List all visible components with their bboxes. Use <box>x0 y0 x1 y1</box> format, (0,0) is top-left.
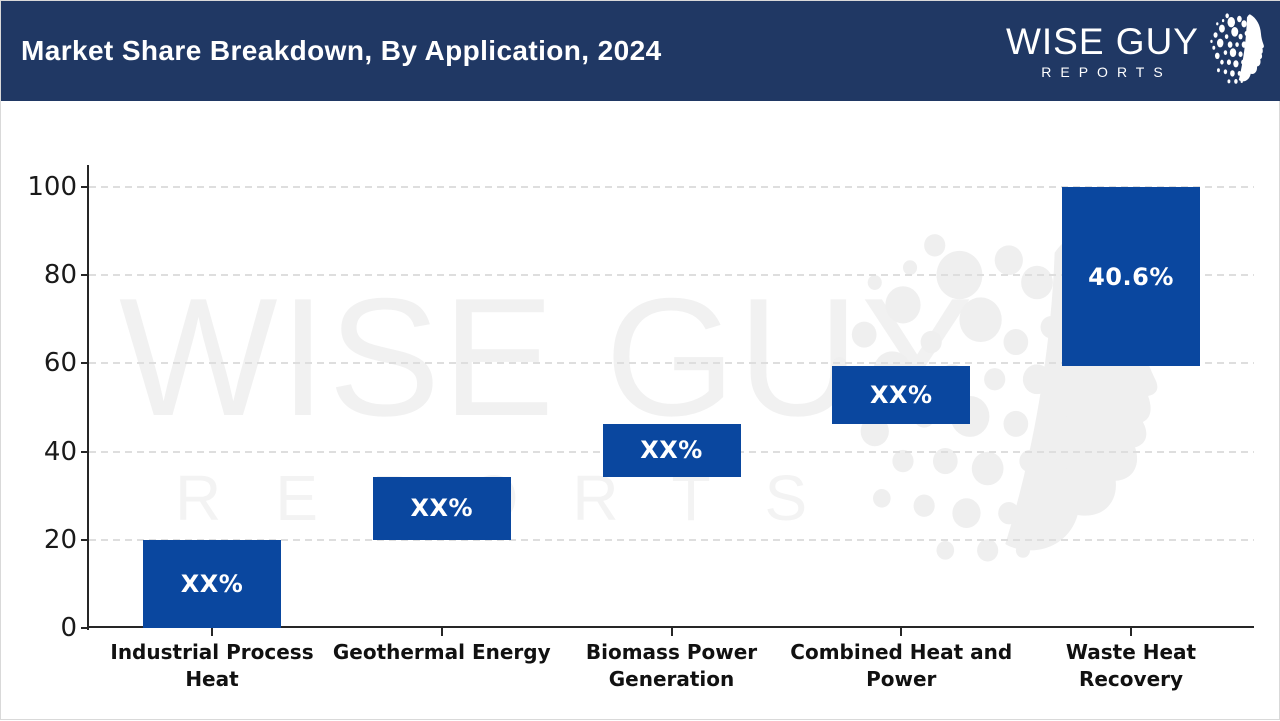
bar-biomass-power-generation: XX% <box>602 423 741 478</box>
bar-value-label: XX% <box>869 380 933 409</box>
y-tick-label: 100 <box>27 172 77 202</box>
gridline-100 <box>89 186 1254 188</box>
watermark-wordmark-line1: WISE GUY <box>119 263 976 451</box>
bar-waste-heat-recovery: 40.6% <box>1062 187 1200 367</box>
x-tick-mark <box>670 628 673 636</box>
y-tick-label: 60 <box>43 348 77 379</box>
wise-guy-logo: WISE GUY REPORTS <box>1006 11 1265 91</box>
x-tick-mark <box>440 628 443 636</box>
x-axis-label: Biomass Power Generation <box>585 640 758 691</box>
bar-value-label: 40.6% <box>1088 262 1174 291</box>
y-tick-mark <box>81 627 89 629</box>
bar-value-label: XX% <box>640 436 703 465</box>
x-tick-mark <box>900 628 903 636</box>
logo-wordmark-line2: REPORTS <box>1041 63 1172 80</box>
x-axis-label: Combined Heat and Power <box>790 640 1013 691</box>
y-tick-mark <box>81 538 89 541</box>
x-axis-spine <box>87 626 1254 628</box>
page-title: Market Share Breakdown, By Application, … <box>21 35 662 66</box>
x-axis-label: Waste Heat Recovery <box>1065 640 1197 691</box>
bar-industrial-process-heat: XX% <box>143 539 281 628</box>
gridline-20 <box>89 538 1254 541</box>
x-tick-mark <box>211 628 213 636</box>
bar-value-label: XX% <box>180 569 244 598</box>
logo-wordmark: WISE GUY REPORTS <box>1006 23 1199 80</box>
x-axis-label: Geothermal Energy <box>332 640 551 664</box>
y-tick-mark <box>81 450 89 453</box>
y-tick-mark <box>81 274 89 277</box>
bar-geothermal-energy: XX% <box>372 477 511 540</box>
y-tick-label: 0 <box>60 613 77 643</box>
x-axis-label: Industrial Process Heat <box>110 640 314 691</box>
y-tick-mark <box>81 362 89 365</box>
gridline-80 <box>89 274 1254 277</box>
y-tick-label: 40 <box>43 436 77 467</box>
bar-value-label: XX% <box>410 494 474 523</box>
y-tick-label: 20 <box>43 524 77 555</box>
x-tick-mark <box>1130 628 1132 636</box>
gridline-60 <box>89 362 1254 365</box>
bar-combined-heat-and-power: XX% <box>832 366 971 424</box>
y-axis-spine <box>87 165 89 630</box>
dotted-face-profile-icon <box>1210 13 1264 84</box>
y-tick-mark <box>81 186 89 188</box>
header-bar: Market Share Breakdown, By Application, … <box>1 1 1280 101</box>
logo-wordmark-line1: WISE GUY <box>1005 20 1199 62</box>
y-tick-label: 80 <box>43 260 77 291</box>
